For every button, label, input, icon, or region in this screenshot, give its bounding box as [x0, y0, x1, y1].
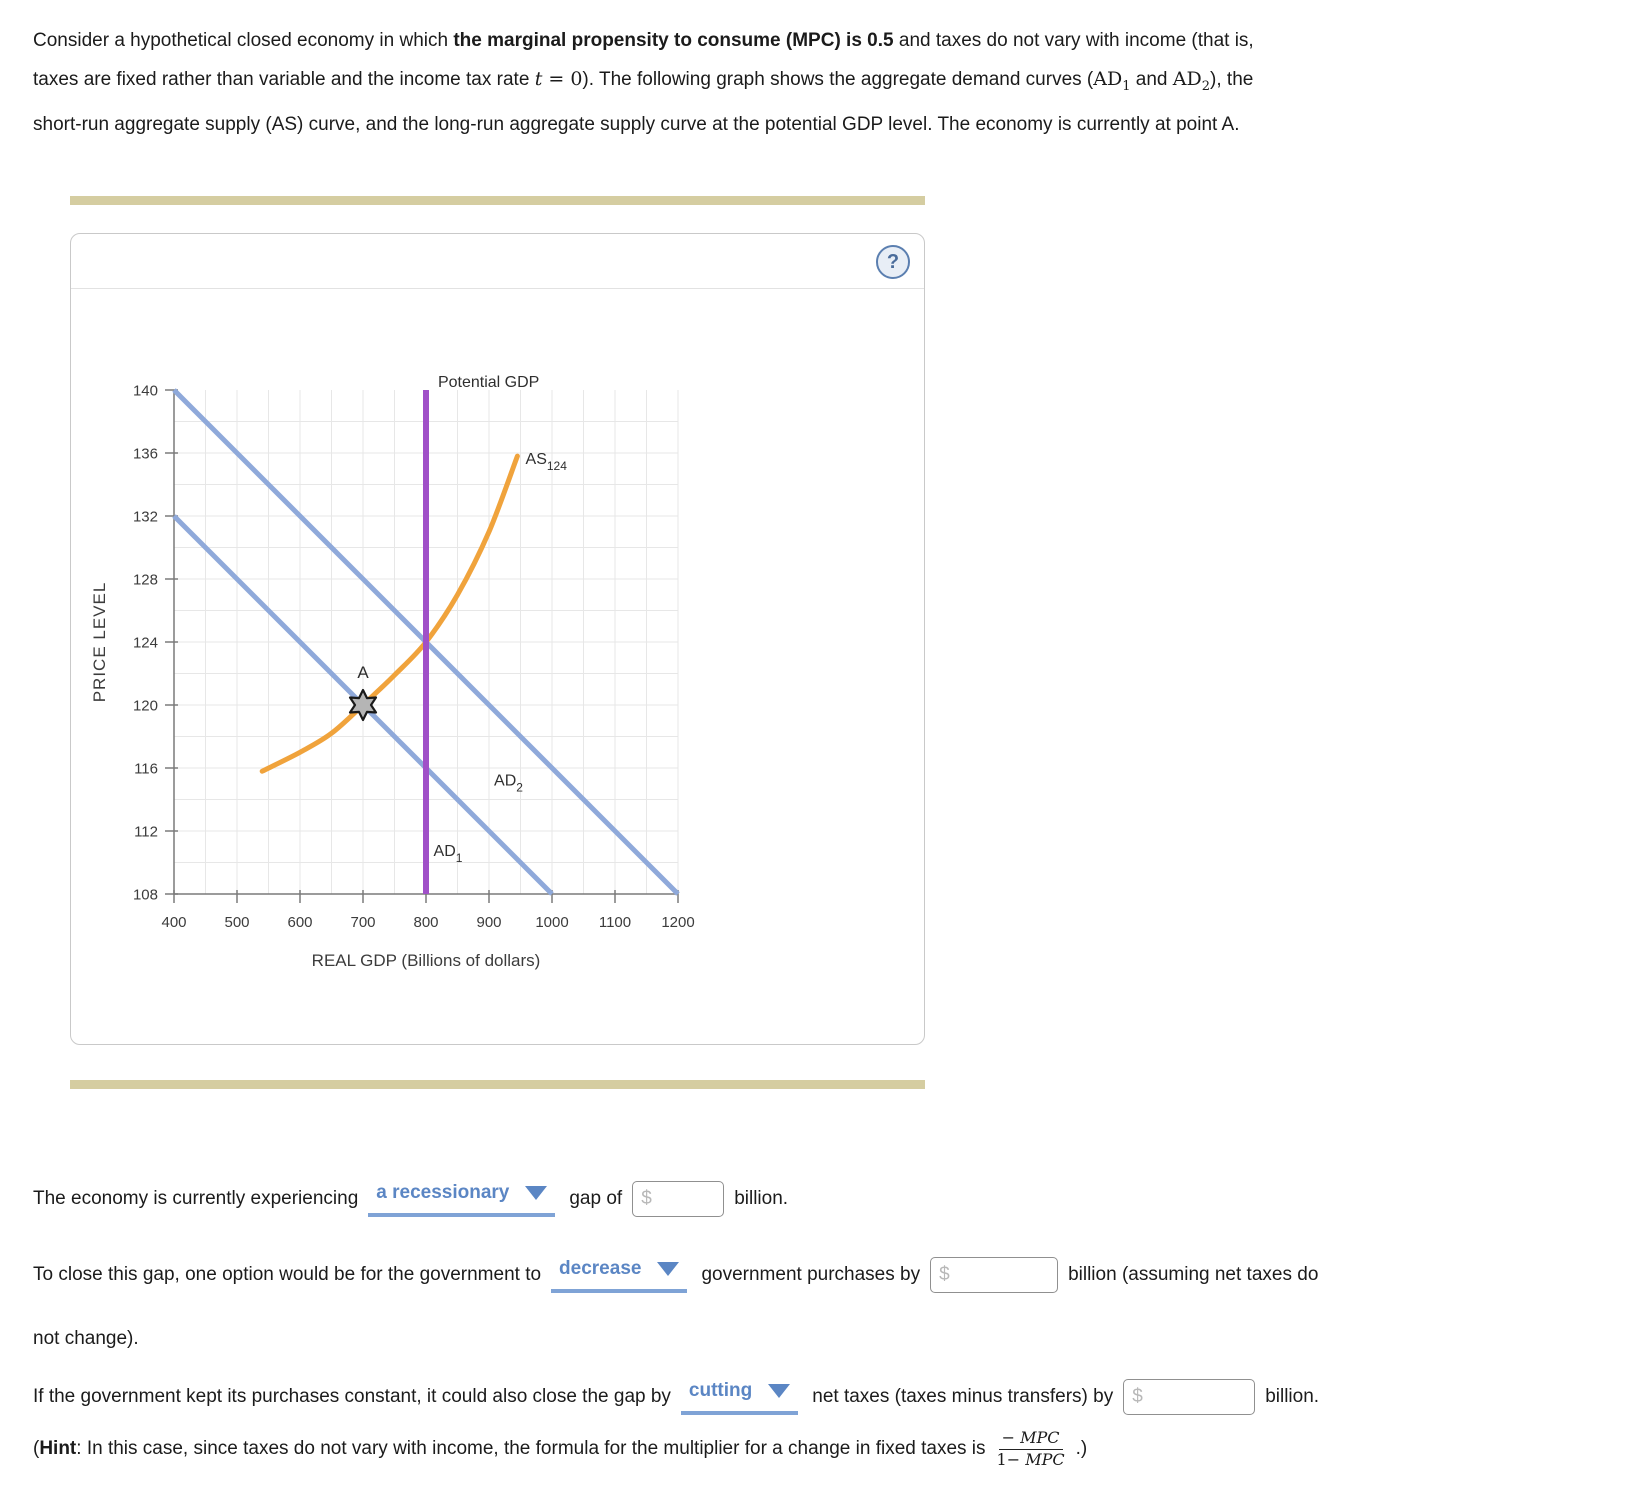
question-taxes: If the government kept its purchases con…: [33, 1378, 1319, 1415]
q1-mid-text: gap of: [569, 1187, 623, 1209]
potential-gdp-label: Potential GDP: [438, 374, 539, 391]
ad2-label: AD2: [494, 772, 523, 794]
math-var-t: t: [534, 68, 543, 90]
q2-pre-text: To close this gap, one option would be f…: [33, 1263, 542, 1285]
y-tick-label: 108: [133, 887, 158, 904]
q3-hint-line: (Hint: In this case, since taxes do not …: [33, 1428, 1087, 1470]
intro-line-3: short-run aggregate supply (AS) curve, a…: [33, 106, 1593, 144]
x-tick-label: 700: [350, 914, 375, 931]
as-label: AS124: [526, 451, 568, 473]
taxes-dropdown-value: cutting: [688, 1380, 753, 1401]
hint-close: .): [1075, 1438, 1088, 1459]
x-tick-label: 900: [476, 914, 501, 931]
q1-pre-text: The economy is currently experiencing: [33, 1187, 359, 1209]
q1-post-text: billion.: [734, 1187, 789, 1209]
frac-num-sign: −: [1001, 1428, 1021, 1447]
q2-post-text: billion (assuming net taxes do: [1068, 1263, 1319, 1285]
intro-text-fragment: ). The following graph shows the aggrega…: [582, 69, 1094, 90]
hint-text: : In this case, since taxes do not vary …: [76, 1438, 986, 1459]
help-icon[interactable]: ?: [876, 245, 910, 279]
problem-statement: Consider a hypothetical closed economy i…: [33, 22, 1593, 144]
y-tick-label: 120: [133, 698, 158, 715]
point-a-label: A: [357, 663, 369, 682]
graph-panel-header: ?: [71, 234, 924, 289]
intro-text-fragment: and: [1130, 69, 1173, 90]
math-ad2: AD: [1172, 68, 1202, 90]
math-eq: = 0: [542, 68, 583, 90]
x-tick-label: 1200: [661, 914, 694, 931]
question-purchases: To close this gap, one option would be f…: [33, 1256, 1318, 1293]
purchases-amount-input[interactable]: [930, 1256, 1059, 1293]
y-tick-label: 124: [133, 635, 158, 652]
frac-den-pre: 1−: [996, 1450, 1026, 1469]
as-ad-graph: 108 112 116 120 124 128 132 136 140 400 500 600 700 8…: [90, 374, 695, 970]
intro-line-1: Consider a hypothetical closed economy i…: [33, 22, 1593, 60]
y-tick-label: 132: [133, 509, 158, 526]
y-axis-title: PRICE LEVEL: [90, 582, 109, 703]
q3-mid-text: net taxes (taxes minus transfers) by: [812, 1385, 1114, 1407]
dropdown-caret-icon: [657, 1262, 680, 1276]
intro-text-fragment: short-run aggregate supply (AS) curve, a…: [33, 113, 1240, 135]
x-tick-label: 600: [287, 914, 312, 931]
tax-multiplier-formula: − MPC 1− MPC: [994, 1428, 1068, 1470]
y-tick-label: 128: [133, 572, 158, 589]
frac-num-var: MPC: [1020, 1428, 1060, 1447]
x-tick-label: 800: [413, 914, 438, 931]
frac-den-var: MPC: [1025, 1450, 1065, 1469]
y-tick-label: 140: [133, 383, 158, 400]
intro-text-fragment: ), the: [1210, 69, 1254, 90]
x-tick-label: 500: [224, 914, 249, 931]
taxes-direction-dropdown[interactable]: cutting: [680, 1378, 799, 1415]
taxes-amount-input[interactable]: [1123, 1378, 1256, 1415]
section-divider-top: [70, 196, 925, 205]
y-tick-label: 116: [134, 761, 158, 778]
hint-open: (: [33, 1438, 40, 1459]
x-tick-label: 400: [161, 914, 186, 931]
gap-type-dropdown[interactable]: a recessionary: [368, 1180, 556, 1217]
math-ad1-sub: 1: [1122, 78, 1131, 94]
graph-panel: ? 108 112 116 120 124 128 132 136 140 400 500 600 70…: [70, 233, 925, 1045]
x-axis-title: REAL GDP (Billions of dollars): [312, 951, 541, 970]
dropdown-caret-icon: [525, 1186, 548, 1200]
math-ad2-sub: 2: [1201, 78, 1211, 94]
purchases-direction-dropdown[interactable]: decrease: [551, 1256, 688, 1293]
math-ad1: AD: [1093, 68, 1123, 90]
intro-text-fragment: Consider a hypothetical closed economy i…: [33, 30, 454, 51]
q3-pre-text: If the government kept its purchases con…: [33, 1385, 671, 1407]
x-tick-label: 1000: [535, 914, 568, 931]
purchases-dropdown-value: decrease: [559, 1258, 642, 1279]
x-tick-label: 1100: [599, 914, 631, 931]
hint-label: Hint: [39, 1438, 77, 1459]
gap-amount-input[interactable]: [632, 1180, 725, 1217]
intro-text-bold: the marginal propensity to consume (MPC)…: [453, 30, 894, 51]
point-a-marker: [348, 688, 378, 722]
ad1-label: AD1: [434, 843, 463, 865]
q2-mid-text: government purchases by: [701, 1263, 921, 1285]
q2-line2-text: not change).: [33, 1328, 139, 1349]
q3-post-text: billion.: [1265, 1385, 1320, 1407]
intro-line-2: taxes are fixed rather than variable and…: [33, 60, 1593, 106]
y-tick-label: 136: [133, 446, 158, 463]
intro-text-fragment: taxes are fixed rather than variable and…: [33, 69, 535, 90]
question-gap: The economy is currently experiencing a …: [33, 1180, 788, 1217]
dropdown-caret-icon: [768, 1384, 791, 1398]
intro-text-fragment: and taxes do not vary with income (that …: [893, 30, 1254, 51]
as-curve: [259, 453, 520, 774]
y-tick-label: 112: [134, 824, 158, 841]
section-divider-bottom: [70, 1080, 925, 1089]
gap-type-dropdown-value: a recessionary: [376, 1182, 510, 1203]
